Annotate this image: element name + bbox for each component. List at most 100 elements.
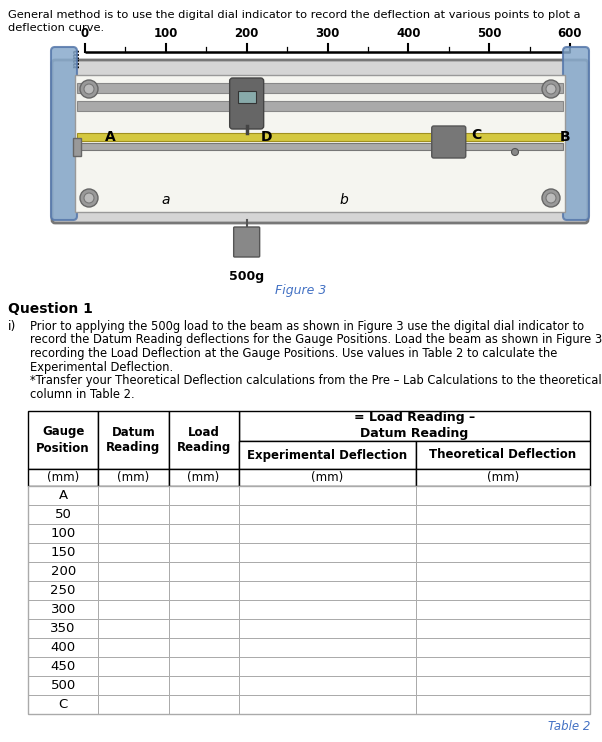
Bar — [98, 543, 169, 562]
FancyBboxPatch shape — [51, 47, 77, 220]
Text: C: C — [471, 128, 482, 142]
Bar — [77, 101, 563, 111]
Text: Table 2: Table 2 — [548, 720, 590, 733]
Text: record the Datum Reading deflections for the Gauge Positions. Load the beam as s: record the Datum Reading deflections for… — [30, 333, 602, 347]
Text: i): i) — [8, 320, 16, 333]
Text: Figure 3: Figure 3 — [275, 284, 327, 297]
Text: (mm): (mm) — [487, 471, 519, 484]
Text: (mm): (mm) — [311, 471, 343, 484]
Text: b: b — [340, 193, 348, 207]
Bar — [169, 581, 239, 600]
Text: B: B — [560, 130, 570, 144]
Bar — [416, 695, 590, 714]
Text: (mm): (mm) — [47, 471, 79, 484]
Bar — [239, 486, 416, 505]
Text: *Transfer your Theoretical Deflection calculations from the Pre – Lab Calculatio: *Transfer your Theoretical Deflection ca… — [30, 374, 602, 387]
Bar — [28, 524, 98, 543]
Text: recording the Load Deflection at the Gauge Positions. Use values in Table 2 to c: recording the Load Deflection at the Gau… — [30, 347, 557, 360]
Bar — [239, 619, 416, 638]
Bar — [416, 638, 590, 657]
Text: Theoretical Deflection: Theoretical Deflection — [429, 448, 577, 462]
Text: 100: 100 — [51, 527, 76, 540]
Bar — [416, 543, 590, 562]
Bar — [75, 75, 565, 212]
Text: Load
Reading: Load Reading — [176, 425, 231, 455]
Bar — [169, 695, 239, 714]
Bar — [169, 486, 239, 505]
Text: 300: 300 — [51, 603, 76, 616]
Bar — [98, 638, 169, 657]
Text: 500: 500 — [51, 679, 76, 692]
Bar — [169, 562, 239, 581]
Bar — [416, 505, 590, 524]
Bar — [169, 524, 239, 543]
Bar — [28, 505, 98, 524]
Bar — [416, 619, 590, 638]
Circle shape — [84, 84, 94, 94]
Bar — [98, 469, 169, 486]
Bar — [416, 441, 590, 469]
Bar — [416, 469, 590, 486]
Text: (mm): (mm) — [117, 471, 149, 484]
Bar — [98, 619, 169, 638]
Text: 150: 150 — [51, 546, 76, 559]
Text: mm: mm — [71, 48, 81, 68]
Text: Datum
Reading: Datum Reading — [106, 425, 161, 455]
Text: A: A — [105, 130, 116, 144]
Circle shape — [80, 80, 98, 98]
Text: 300: 300 — [315, 27, 340, 40]
Text: 450: 450 — [51, 660, 76, 673]
Text: Prior to applying the 500g load to the beam as shown in Figure 3 use the digital: Prior to applying the 500g load to the b… — [30, 320, 584, 333]
Bar — [239, 469, 416, 486]
Circle shape — [542, 80, 560, 98]
Bar — [239, 638, 416, 657]
Bar — [239, 524, 416, 543]
Bar — [416, 486, 590, 505]
Bar — [98, 524, 169, 543]
Text: deflection curve.: deflection curve. — [8, 23, 104, 33]
Bar — [98, 600, 169, 619]
Bar — [239, 695, 416, 714]
FancyBboxPatch shape — [230, 78, 264, 129]
Bar — [28, 486, 98, 505]
Bar — [98, 657, 169, 676]
Bar — [98, 676, 169, 695]
Bar — [416, 524, 590, 543]
Text: Experimental Deflection: Experimental Deflection — [247, 448, 408, 462]
Text: 400: 400 — [396, 27, 421, 40]
Text: 350: 350 — [51, 622, 76, 635]
Bar — [239, 581, 416, 600]
Bar — [28, 695, 98, 714]
Bar — [416, 581, 590, 600]
Text: 500g: 500g — [229, 270, 264, 283]
Text: (mm): (mm) — [187, 471, 220, 484]
Circle shape — [546, 84, 556, 94]
Text: 400: 400 — [51, 641, 76, 654]
Bar — [239, 411, 590, 441]
Bar — [169, 543, 239, 562]
Text: = Load Reading –
Datum Reading: = Load Reading – Datum Reading — [354, 412, 475, 441]
Bar — [239, 676, 416, 695]
Text: 500: 500 — [477, 27, 501, 40]
Bar — [239, 505, 416, 524]
Bar — [169, 657, 239, 676]
Bar — [28, 657, 98, 676]
Bar — [28, 562, 98, 581]
Bar — [28, 411, 98, 469]
Bar — [28, 543, 98, 562]
Bar — [98, 411, 169, 469]
Bar — [169, 638, 239, 657]
Circle shape — [80, 189, 98, 207]
Bar — [169, 600, 239, 619]
Text: Gauge
Position: Gauge Position — [36, 425, 90, 455]
Bar — [239, 441, 416, 469]
Text: D: D — [261, 130, 273, 144]
Bar — [169, 411, 239, 469]
Text: 200: 200 — [235, 27, 259, 40]
Bar — [98, 695, 169, 714]
Circle shape — [542, 189, 560, 207]
Text: 0: 0 — [81, 27, 89, 40]
Bar — [77, 83, 563, 93]
Bar — [169, 619, 239, 638]
Bar — [28, 600, 98, 619]
